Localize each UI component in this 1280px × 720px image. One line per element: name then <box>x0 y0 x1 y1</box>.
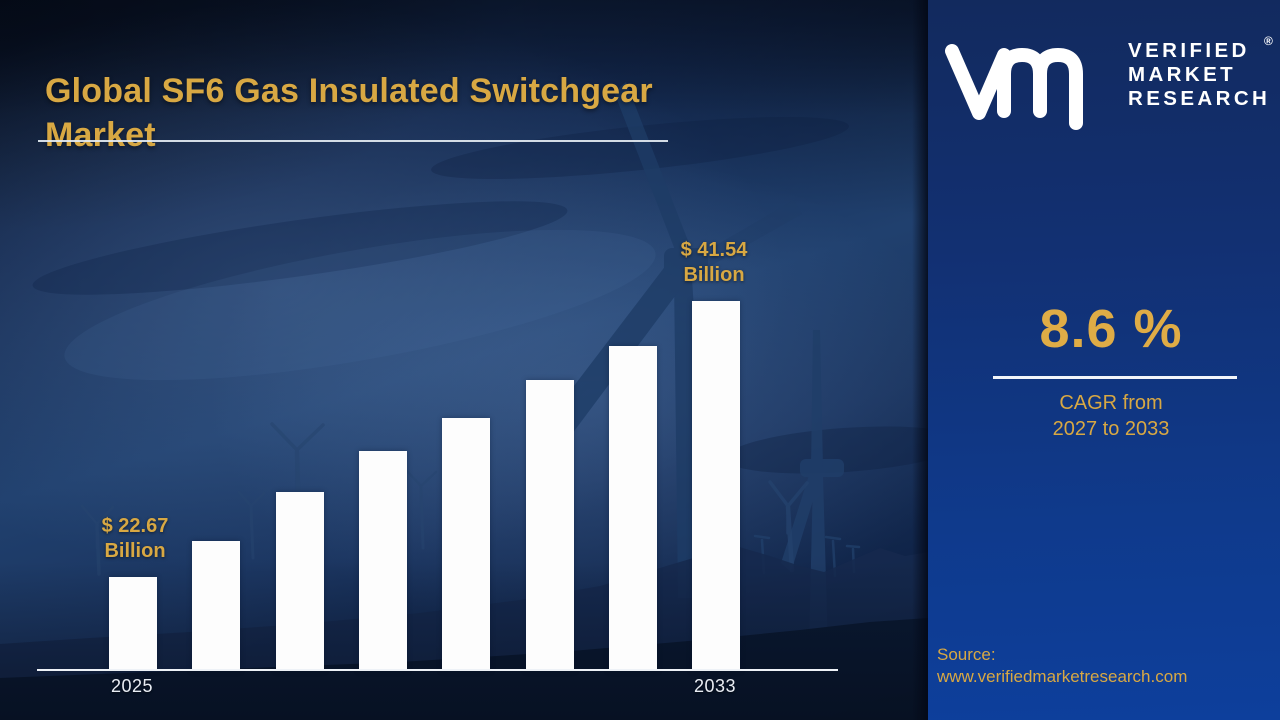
page-title: Global SF6 Gas Insulated Switchgear Mark… <box>45 71 653 154</box>
brand-wordmark: VERIFIED MARKET RESEARCH <box>1128 39 1270 111</box>
first-bar-value-label: $ 22.67 Billion <box>55 514 215 564</box>
value-line: $ 41.54 <box>680 239 748 261</box>
bar <box>442 418 490 671</box>
bar <box>192 541 240 671</box>
vmr-logo: VERIFIED MARKET RESEARCH ® <box>942 34 1273 130</box>
cagr-value: 8.6 % <box>1039 299 1183 359</box>
brand-line: RESEARCH <box>1128 87 1271 110</box>
value-line: Billion <box>104 540 166 562</box>
x-tick-last-year: 2033 <box>693 676 737 696</box>
bar <box>109 577 157 671</box>
registered-trademark-icon: ® <box>1264 34 1273 48</box>
cagr-caption: CAGR from 2027 to 2033 <box>928 390 1280 442</box>
bar <box>276 492 324 671</box>
bar <box>609 346 657 671</box>
wind-turbine-mast-icon <box>753 534 861 578</box>
wind-turbine-icon <box>768 480 809 573</box>
cagr-underline <box>993 376 1237 379</box>
bar <box>359 451 407 671</box>
value-line: Billion <box>683 264 745 286</box>
value-line: $ 22.67 <box>101 515 169 537</box>
source-url: www.verifiedmarketresearch.com <box>937 667 1188 686</box>
brand-line: MARKET <box>1128 63 1237 86</box>
brand-line: VERIFIED <box>1128 39 1250 62</box>
panel-edge-shadow <box>912 0 928 720</box>
bar <box>692 301 740 671</box>
source-label: Source: <box>937 645 996 664</box>
title-underline <box>38 140 668 142</box>
source-block: Source: www.verifiedmarketresearch.com <box>937 644 1187 688</box>
bar <box>526 380 574 671</box>
x-tick-first-year: 2025 <box>110 676 154 696</box>
cagr-caption-line: CAGR from <box>1059 392 1163 414</box>
last-bar-value-label: $ 41.54 Billion <box>634 238 794 288</box>
brand-sidebar: VERIFIED MARKET RESEARCH ® 8.6 % CAGR fr… <box>928 0 1280 720</box>
x-axis-line <box>37 669 838 671</box>
vmr-monogram-icon <box>945 44 1083 130</box>
wind-turbine-icon <box>548 82 802 598</box>
cagr-caption-line: 2027 to 2033 <box>1052 418 1170 440</box>
wind-turbine-icon <box>781 330 844 650</box>
